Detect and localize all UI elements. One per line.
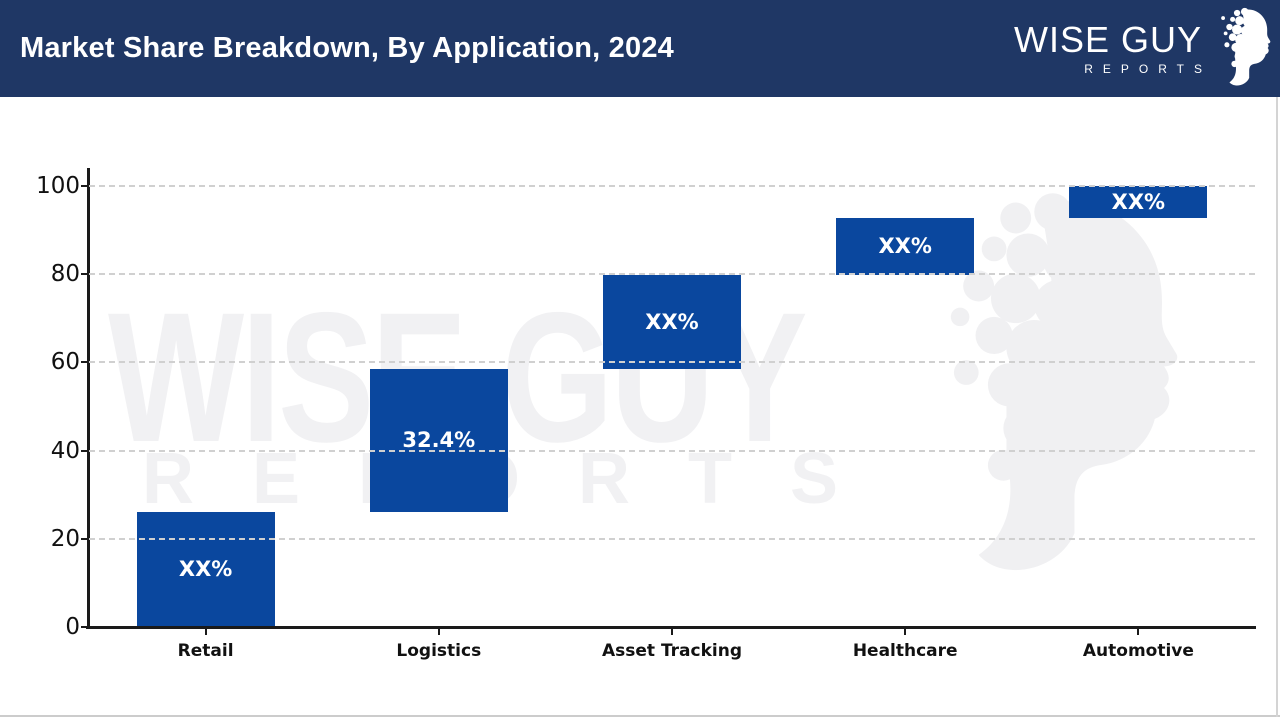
gridline-20 [89,537,1255,540]
bar-asset-tracking: XX% [603,274,741,369]
brand-face-icon [1221,7,1271,86]
x-tick-logistics [437,627,440,635]
x-tick-healthcare [904,627,907,635]
y-tick-label-100: 100 [36,173,80,199]
chart-title: Market Share Breakdown, By Application, … [20,32,674,64]
bar-value-label-asset-tracking: XX% [645,309,699,334]
x-axis-label-automotive: Automotive [1082,641,1194,661]
bar-automotive: XX% [1069,186,1208,218]
y-tick-80 [81,273,89,276]
bar-value-label-retail: XX% [178,557,233,582]
x-axis-label-logistics: Logistics [396,641,482,661]
page-right-border [1276,97,1278,717]
y-axis-line [87,168,90,628]
bar-value-label-automotive: XX% [1111,189,1166,214]
bar-healthcare: XX% [836,217,975,275]
header-bar: Market Share Breakdown, By Application, … [0,0,1280,97]
y-tick-label-80: 80 [50,261,80,288]
brand-logo: WISE GUY REPORTS [1013,19,1202,77]
gridline-40 [89,449,1255,452]
bar-retail: XX% [136,511,275,627]
gridline-60 [89,361,1255,364]
x-axis-label-asset-tracking: Asset Tracking [601,641,743,661]
y-tick-40 [81,449,89,452]
bar-value-label-logistics: 32.4% [402,428,476,453]
x-tick-retail [204,627,207,635]
watermark-face-icon [938,193,1178,571]
page-bottom-border [0,715,1280,717]
gridline-80 [89,273,1255,276]
y-tick-label-20: 20 [50,525,80,552]
gridline-100 [89,185,1255,187]
bar-logistics: 32.4% [369,369,508,512]
x-tick-automotive [1137,627,1140,635]
bar-value-label-healthcare: XX% [878,234,932,259]
x-axis-label-healthcare: Healthcare [852,641,958,661]
y-tick-20 [81,537,89,540]
x-axis-label-retail: Retail [177,641,234,661]
y-tick-60 [81,361,89,364]
y-tick-0 [81,626,89,628]
y-tick-label-0: 0 [65,614,80,640]
x-axis-line [86,626,1256,629]
y-tick-label-60: 60 [50,349,80,376]
y-tick-100 [81,185,89,187]
x-tick-asset-tracking [671,627,673,635]
brand-logo-subname: REPORTS [1084,62,1212,76]
brand-logo-name: WISE GUY [1013,19,1202,60]
y-tick-label-40: 40 [50,437,80,464]
